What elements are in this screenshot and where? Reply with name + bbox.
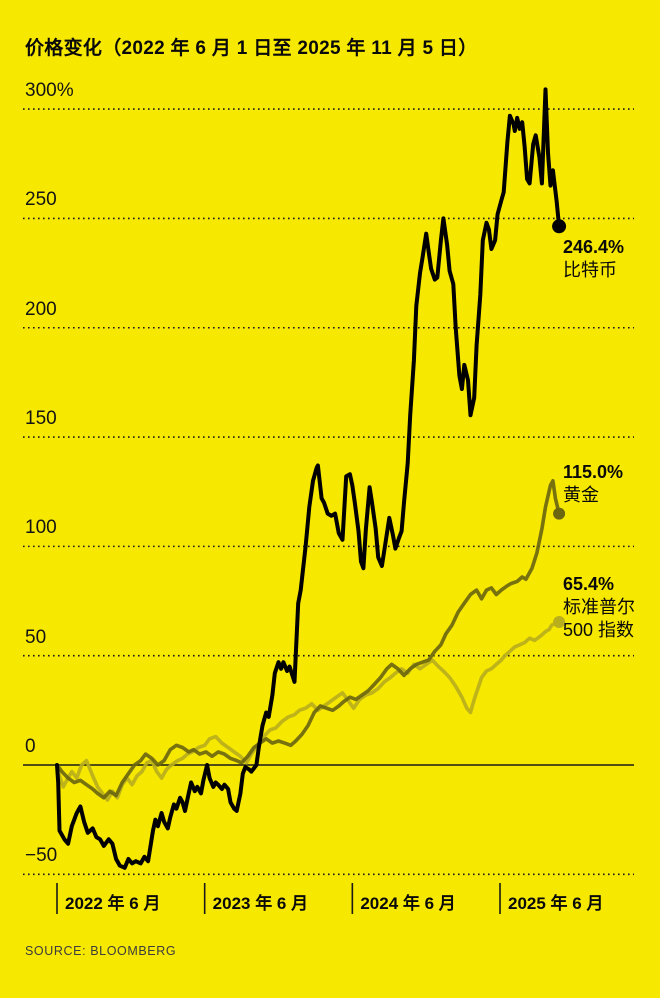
sp500-pct-label: 65.4%: [563, 574, 615, 594]
bitcoin-end-dot: [552, 219, 567, 234]
gold-name-label: 黄金: [563, 485, 599, 505]
gold-annotation: 115.0% 黄金: [563, 461, 623, 507]
sp500-name-line2: 500 指数: [563, 620, 635, 640]
y-axis-label: 0: [25, 736, 36, 757]
gold-end-dot: [553, 507, 566, 520]
y-axis-label: 300%: [25, 80, 74, 102]
bitcoin-name-label: 比特币: [563, 260, 617, 280]
x-axis-label: 2025 年 6 月: [508, 894, 604, 913]
bitcoin-annotation: 246.4% 比特币: [563, 236, 624, 282]
x-axis-label: 2024 年 6 月: [360, 894, 456, 913]
gold-pct-label: 115.0%: [563, 462, 624, 482]
source-credit: SOURCE: BLOOMBERG: [25, 944, 177, 958]
sp500-line: [55, 620, 561, 802]
x-axis-label: 2023 年 6 月: [212, 894, 309, 913]
bitcoin-pct-label: 246.4%: [563, 237, 625, 257]
bitcoin-line: [55, 87, 562, 870]
y-axis-label: 200: [25, 298, 57, 320]
y-axis-label: 250: [25, 189, 57, 211]
sp500-end-dot: [553, 616, 566, 629]
y-axis-label: 100: [25, 517, 57, 539]
y-axis-label: 50: [25, 626, 47, 648]
sp500-annotation: 65.4% 标准普尔 500 指数: [563, 573, 635, 642]
gold-line: [55, 478, 561, 800]
y-axis-label: −50: [25, 845, 58, 867]
sp500-name-line1: 标准普尔: [563, 597, 635, 617]
x-axis-label: 2022 年 6 月: [65, 894, 161, 913]
y-axis-label: 150: [25, 408, 57, 430]
page-title: 价格变化（2022 年 6 月 1 日至 2025 年 11 月 5 日）: [25, 38, 478, 59]
